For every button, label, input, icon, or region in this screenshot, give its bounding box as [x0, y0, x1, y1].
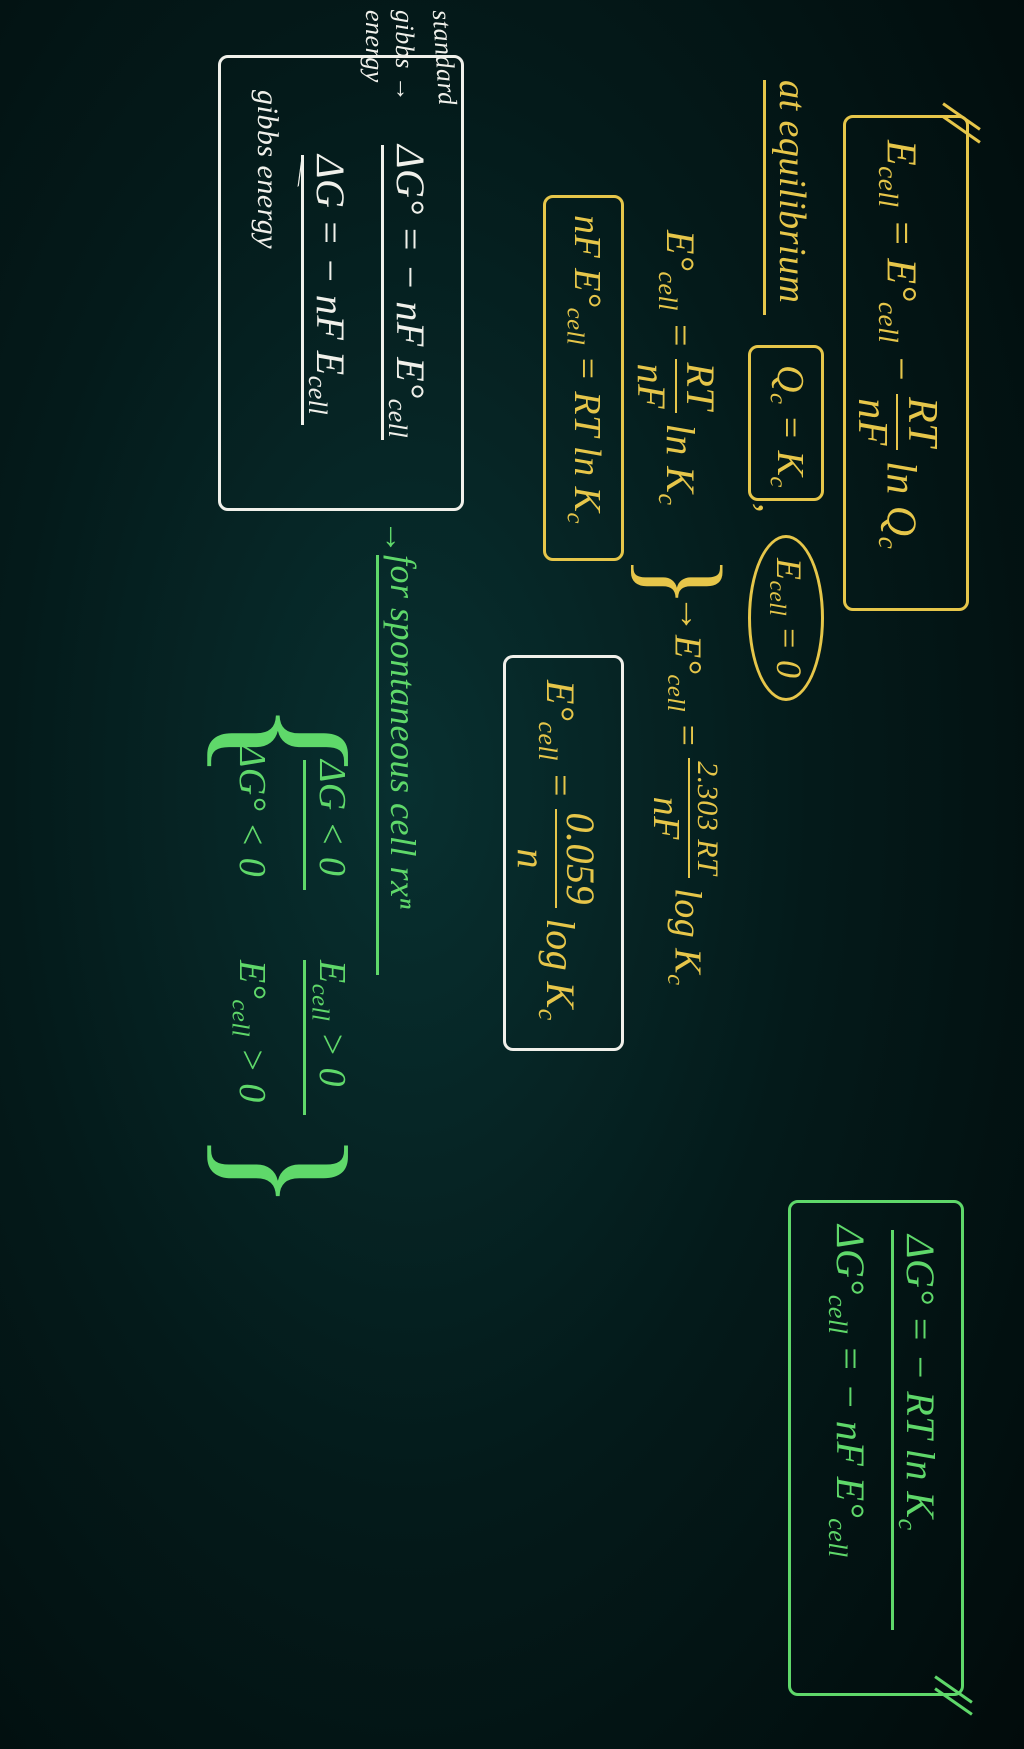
- deltaG0cell-nfE0cell: ΔG°cell = − nF E°cell: [822, 1225, 874, 1558]
- at-equilibrium-label: at equilibrium: [770, 80, 814, 303]
- delta-g-nfE: ΔG = − nF Ecell: [302, 155, 354, 415]
- nfe0-rtlnkc: nF E°cell = RT ln Kc: [561, 215, 609, 524]
- ecell-lhs: E: [877, 140, 923, 166]
- deltaG0-rtlnkc: ΔG° = − RT ln Kc: [892, 1235, 944, 1531]
- ecell-zero: Ecell = 0: [763, 558, 810, 679]
- rotated-canvas: Ecell = E°cell − RT nF ln Qc at equilibr…: [0, 0, 1024, 1749]
- nernst-equation: Ecell = E°cell − RT nF ln Qc: [848, 140, 946, 549]
- curly-brace-open-icon: {: [189, 700, 384, 782]
- e0-rt-nf-lnkc: E°cell = RTnF ln Kc: [628, 230, 724, 506]
- gibbs-arrow-annotation: gibbs →: [389, 10, 419, 102]
- energy-annotation: energy: [359, 10, 389, 83]
- e0cell: E°: [877, 258, 923, 301]
- standard-annotation: standard: [426, 9, 463, 106]
- e0-059-logkc: E°cell = 0.059n log Kc: [508, 680, 604, 1021]
- e0-2303rt-nf-logkc: E°cell = 2.303 RTnF log Kc: [644, 635, 724, 986]
- green-divider: [891, 1230, 894, 1630]
- cond-dg0-lt-0: ΔG° < 0: [230, 745, 274, 877]
- cond-ecell-gt-0: Ecell > 0: [306, 960, 354, 1087]
- spontaneous-label: for spontaneous cell rxⁿ: [382, 555, 424, 909]
- at-equilibrium-underline: [763, 80, 766, 315]
- cond1-left-underline: [303, 760, 306, 890]
- curly-brace-close-icon: }: [189, 1130, 384, 1212]
- cond1-right-underline: [303, 960, 306, 1115]
- comma: ,: [749, 503, 796, 514]
- right-arrow-icon: →: [670, 595, 714, 634]
- deltaG0-underline: [381, 145, 384, 440]
- chalkboard-stage: Ecell = E°cell − RT nF ln Qc at equilibr…: [0, 0, 1024, 1749]
- rt-over-nf-fraction: RT nF: [848, 394, 946, 450]
- right-arrow-icon: →: [376, 520, 414, 555]
- gibbs-energy-label: gibbs energy: [250, 90, 284, 249]
- qc-equals-kc: Qc = Kc: [764, 365, 812, 488]
- cond-e0cell-gt-0: E°cell > 0: [226, 960, 274, 1103]
- delta-g0-nfE0: ΔG° = − nF E°cell: [382, 145, 434, 438]
- cond-dg-lt-0: ΔG < 0: [310, 760, 354, 876]
- deltaG-underline: [301, 155, 304, 425]
